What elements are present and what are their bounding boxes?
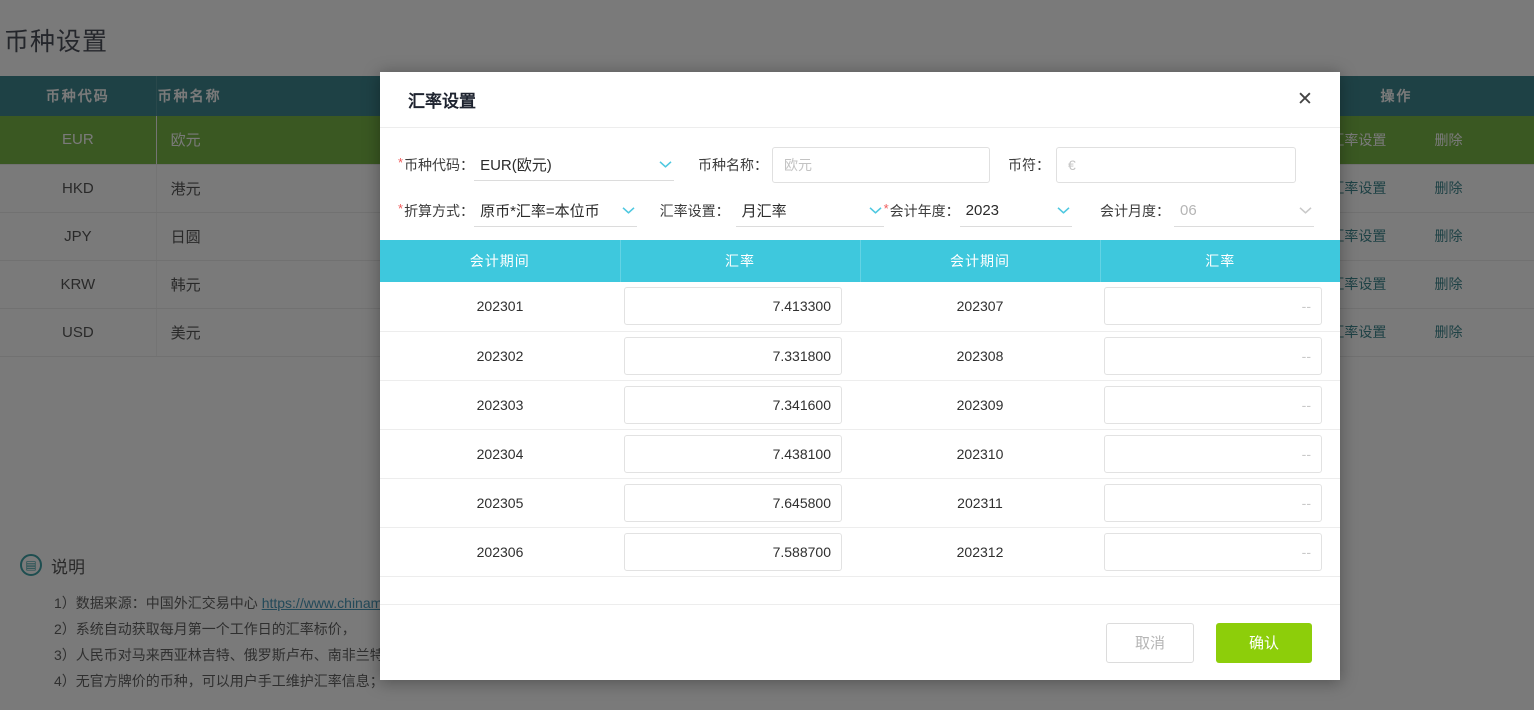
currency-name-placeholder: 欧元 <box>784 157 812 173</box>
rate-right-cell: -- <box>1100 331 1340 381</box>
required-star: * <box>398 200 404 216</box>
period-left: 202302 <box>380 331 620 381</box>
field-currency-name: 币种名称： 欧元 <box>698 147 1008 183</box>
field-rate-setting: 汇率设置： 月汇率 <box>660 195 884 227</box>
rate-row: 202301 7.413300 202307 -- <box>380 282 1340 332</box>
period-right: 202312 <box>860 527 1100 577</box>
rate-row: 202304 7.438100 202310 -- <box>380 429 1340 479</box>
th-period-right: 会计期间 <box>860 240 1101 282</box>
dialog-form: * 币种代码： EUR(欧元) 币种名称： 欧元 币符： € <box>380 128 1340 240</box>
rate-right-input[interactable]: -- <box>1104 483 1322 522</box>
form-row-1: * 币种代码： EUR(欧元) 币种名称： 欧元 币符： € <box>398 142 1314 188</box>
rate-left-cell: 7.413300 <box>620 282 860 332</box>
fiscal-year-select[interactable]: 2023 <box>959 195 1072 227</box>
chevron-down-icon <box>1299 206 1312 214</box>
rate-right-cell: -- <box>1100 380 1340 430</box>
rate-right-cell: -- <box>1100 478 1340 528</box>
rate-left-input[interactable]: 7.341600 <box>624 385 842 424</box>
label-fiscal-year: 会计年度： <box>889 203 960 219</box>
dialog-header: 汇率设置 ✕ <box>380 72 1340 128</box>
label-fiscal-month: 会计月度： <box>1100 203 1170 219</box>
rate-row: 202305 7.645800 202311 -- <box>380 478 1340 528</box>
period-right: 202310 <box>860 429 1100 479</box>
period-left: 202306 <box>380 527 620 577</box>
rate-left-input[interactable]: 7.331800 <box>624 336 842 375</box>
rate-right-input[interactable]: -- <box>1104 287 1322 326</box>
label-currency-symbol: 币符： <box>1008 157 1050 173</box>
rate-left-input[interactable]: 7.413300 <box>624 287 842 326</box>
chevron-down-icon <box>869 206 882 214</box>
rate-left-cell: 7.588700 <box>620 527 860 577</box>
field-currency-code: * 币种代码： EUR(欧元) <box>398 149 698 181</box>
label-currency-name: 币种名称： <box>698 157 768 173</box>
rate-table-head: 会计期间 汇率 会计期间 汇率 <box>380 240 1340 282</box>
rate-right-input[interactable]: -- <box>1104 336 1322 375</box>
period-left: 202304 <box>380 429 620 479</box>
label-convert-mode: 折算方式： <box>404 203 475 219</box>
currency-symbol-placeholder: € <box>1068 157 1076 173</box>
currency-code-select[interactable]: EUR(欧元) <box>474 149 675 181</box>
convert-mode-select[interactable]: 原币*汇率=本位币 <box>474 195 638 227</box>
chevron-down-icon <box>659 160 672 168</box>
close-icon[interactable]: ✕ <box>1297 89 1313 110</box>
form-row-2: * 折算方式： 原币*汇率=本位币 汇率设置： 月汇率 <box>398 188 1314 234</box>
rate-left-input[interactable]: 7.588700 <box>624 532 842 571</box>
convert-mode-value: 原币*汇率=本位币 <box>480 203 600 220</box>
period-left: 202303 <box>380 380 620 430</box>
currency-name-input[interactable]: 欧元 <box>772 147 990 183</box>
rate-table-body: 202301 7.413300 202307 -- 202302 7.33180… <box>380 282 1340 577</box>
rate-left-input[interactable]: 7.645800 <box>624 483 842 522</box>
label-currency-code: 币种代码： <box>404 157 475 173</box>
rate-left-cell: 7.645800 <box>620 478 860 528</box>
rate-row: 202306 7.588700 202312 -- <box>380 527 1340 577</box>
chevron-down-icon <box>622 206 635 214</box>
rate-left-cell: 7.331800 <box>620 331 860 381</box>
rate-setting-dialog: 汇率设置 ✕ * 币种代码： EUR(欧元) 币种名称： 欧元 <box>380 72 1340 680</box>
rate-right-cell: -- <box>1100 429 1340 479</box>
rate-setting-value: 月汇率 <box>741 203 787 220</box>
field-currency-symbol: 币符： € <box>1008 147 1296 183</box>
th-rate-left: 汇率 <box>620 240 861 282</box>
period-left: 202305 <box>380 478 620 528</box>
dialog-title: 汇率设置 <box>408 92 476 111</box>
th-rate-right: 汇率 <box>1100 240 1340 282</box>
rate-left-cell: 7.341600 <box>620 380 860 430</box>
dialog-footer: 取消 确认 <box>380 604 1340 680</box>
th-period-left: 会计期间 <box>380 240 621 282</box>
rate-right-input[interactable]: -- <box>1104 385 1322 424</box>
currency-symbol-input[interactable]: € <box>1056 147 1296 183</box>
rate-left-cell: 7.438100 <box>620 429 860 479</box>
field-fiscal-month: 会计月度： 06 <box>1100 195 1314 227</box>
rate-right-input[interactable]: -- <box>1104 532 1322 571</box>
label-rate-setting: 汇率设置： <box>659 203 730 219</box>
confirm-button[interactable]: 确认 <box>1216 622 1312 663</box>
rate-left-input[interactable]: 7.438100 <box>624 434 842 473</box>
rate-row: 202303 7.341600 202309 -- <box>380 380 1340 430</box>
period-right: 202307 <box>860 282 1100 332</box>
period-right: 202308 <box>860 331 1100 381</box>
fiscal-month-select[interactable]: 06 <box>1174 195 1314 227</box>
rate-table-header-row: 会计期间 汇率 会计期间 汇率 <box>380 240 1340 282</box>
period-right: 202309 <box>860 380 1100 430</box>
rate-row: 202302 7.331800 202308 -- <box>380 331 1340 381</box>
field-fiscal-year: * 会计年度： 2023 <box>884 195 1100 227</box>
field-convert-mode: * 折算方式： 原币*汇率=本位币 <box>398 195 660 227</box>
required-star: * <box>398 154 404 170</box>
rate-table: 会计期间 汇率 会计期间 汇率 202301 7.413300 202307 -… <box>380 240 1340 577</box>
fiscal-year-value: 2023 <box>965 202 1000 219</box>
rate-setting-select[interactable]: 月汇率 <box>735 195 884 227</box>
cancel-button[interactable]: 取消 <box>1106 622 1194 663</box>
rate-right-input[interactable]: -- <box>1104 434 1322 473</box>
rate-right-cell: -- <box>1100 527 1340 577</box>
currency-code-value: EUR(欧元) <box>480 157 552 174</box>
required-star: * <box>883 200 889 216</box>
period-left: 202301 <box>380 282 620 332</box>
rate-right-cell: -- <box>1100 282 1340 332</box>
fiscal-month-value: 06 <box>1180 202 1197 219</box>
period-right: 202311 <box>860 478 1100 528</box>
chevron-down-icon <box>1057 206 1070 214</box>
